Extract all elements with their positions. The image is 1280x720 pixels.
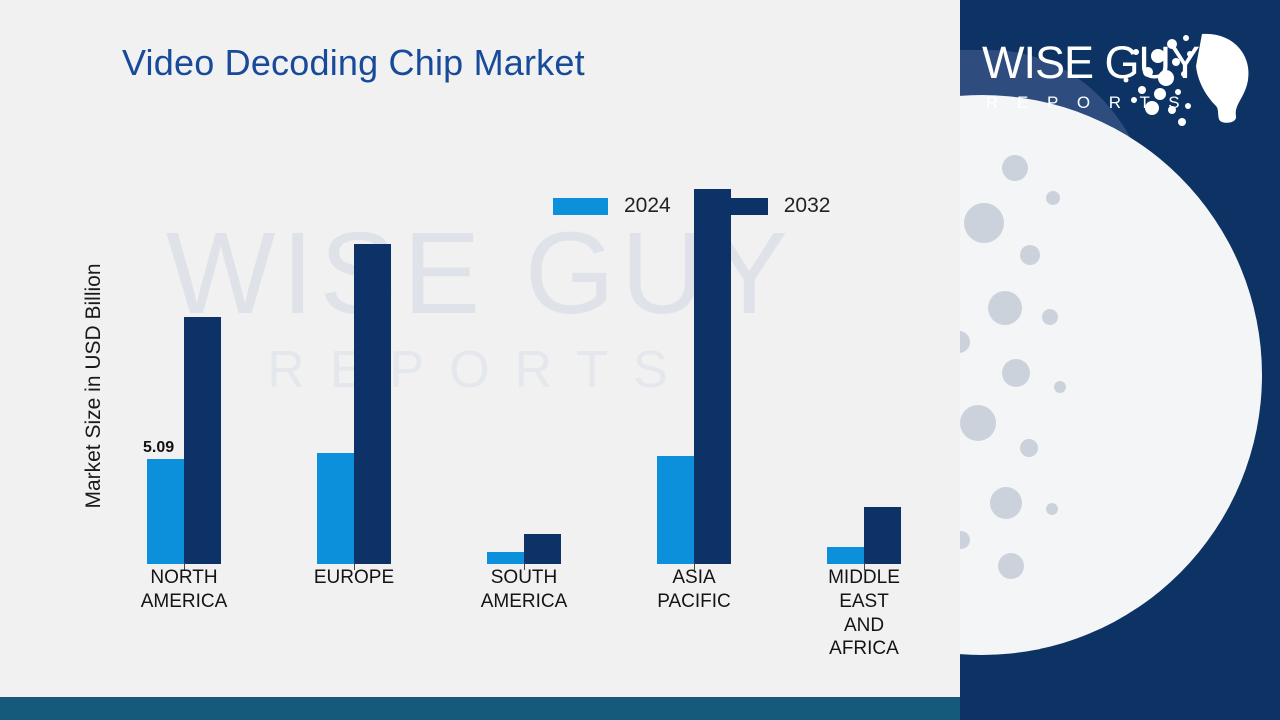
category-label-europe: EUROPE (313, 567, 395, 588)
bar-2032-europe[interactable] (354, 244, 391, 564)
bar-2032-south-america[interactable] (524, 533, 561, 564)
bar-value-label: 5.09 (143, 438, 175, 456)
bar-2024-europe[interactable] (317, 452, 354, 564)
axis-tick (354, 563, 355, 570)
bar-2024-south-america[interactable] (487, 551, 524, 564)
dot-cluster-graphic (960, 95, 1262, 655)
category-label-middle-east-and-africa: MIDDLE EAST AND AFRICA (828, 567, 900, 660)
axis-tick (524, 563, 525, 570)
legend-label-2024: 2024 (624, 194, 671, 217)
bottom-accent-strip (0, 697, 960, 720)
bar-group (317, 160, 391, 570)
chart-title: Video Decoding Chip Market (122, 42, 585, 83)
bar-2032-north-america[interactable] (184, 317, 221, 564)
legend-item-2024[interactable]: 2024 (553, 194, 671, 218)
bar-2024-middle-east-and-africa[interactable] (827, 547, 864, 564)
bar-group (827, 160, 901, 570)
bar-group (147, 160, 221, 570)
logo-secondary-text: R E P O R T S (986, 93, 1187, 112)
bar-2032-middle-east-and-africa[interactable] (864, 506, 901, 564)
axis-tick (184, 563, 185, 570)
category-label-south-america: SOUTH AMERICA (480, 567, 568, 612)
axis-tick (694, 563, 695, 570)
x-axis-category-labels: NORTH AMERICA EUROPE SOUTH AMERICA ASIA PACIFI… (100, 566, 900, 686)
plot-area: 5.09 (100, 160, 901, 570)
wiseguy-logo-svg: WISE GUY R E P O R T S (982, 33, 1249, 126)
category-label-north-america: NORTH AMERICA (140, 567, 228, 612)
brand-panel: WISE GUY R E P O R T S (960, 0, 1280, 720)
bar-2024-north-america[interactable] (147, 458, 184, 564)
bar-group (487, 160, 561, 570)
bar-group (657, 160, 731, 570)
axis-tick (864, 563, 865, 570)
bar-2024-asia-pacific[interactable] (657, 456, 694, 564)
category-label-asia-pacific: ASIA PACIFIC (657, 567, 731, 612)
brand-logo: WISE GUY R E P O R T S (976, 30, 1266, 135)
bar-2032-asia-pacific[interactable] (694, 189, 731, 564)
logo-head-dots (1123, 33, 1249, 126)
legend-swatch-2024 (553, 197, 608, 215)
legend-label-2032: 2032 (783, 194, 831, 217)
